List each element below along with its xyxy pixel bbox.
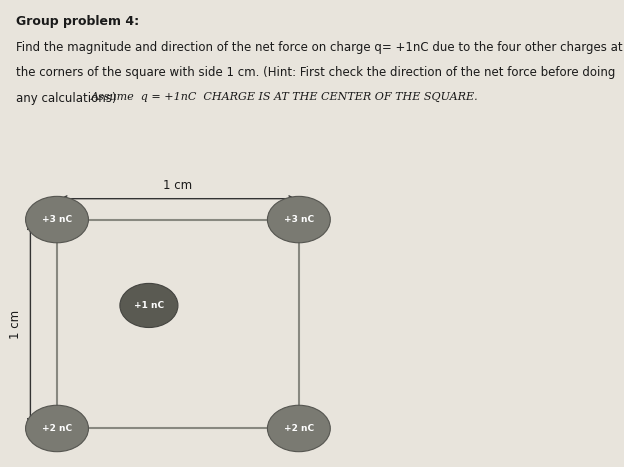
Text: any calculations): any calculations) [16,92,120,105]
Ellipse shape [26,405,89,452]
Text: Group problem 4:: Group problem 4: [16,15,139,28]
Text: 1 cm: 1 cm [9,310,22,339]
Text: 1 cm: 1 cm [163,179,192,192]
Text: +3 nC: +3 nC [42,215,72,224]
Ellipse shape [26,196,89,243]
Text: +3 nC: +3 nC [284,215,314,224]
Text: +2 nC: +2 nC [284,424,314,433]
Ellipse shape [268,405,330,452]
Text: +2 nC: +2 nC [42,424,72,433]
Text: the corners of the square with side 1 cm. (Hint: First check the direction of th: the corners of the square with side 1 cm… [16,66,615,79]
Ellipse shape [120,283,178,327]
Text: Assume  q = +1nC  CHARGE IS AT THE CENTER OF THE SQUARE.: Assume q = +1nC CHARGE IS AT THE CENTER … [91,92,479,102]
Text: +1 nC: +1 nC [134,301,164,310]
Text: Find the magnitude and direction of the net force on charge q= +1nC due to the f: Find the magnitude and direction of the … [16,41,623,54]
Ellipse shape [268,196,330,243]
